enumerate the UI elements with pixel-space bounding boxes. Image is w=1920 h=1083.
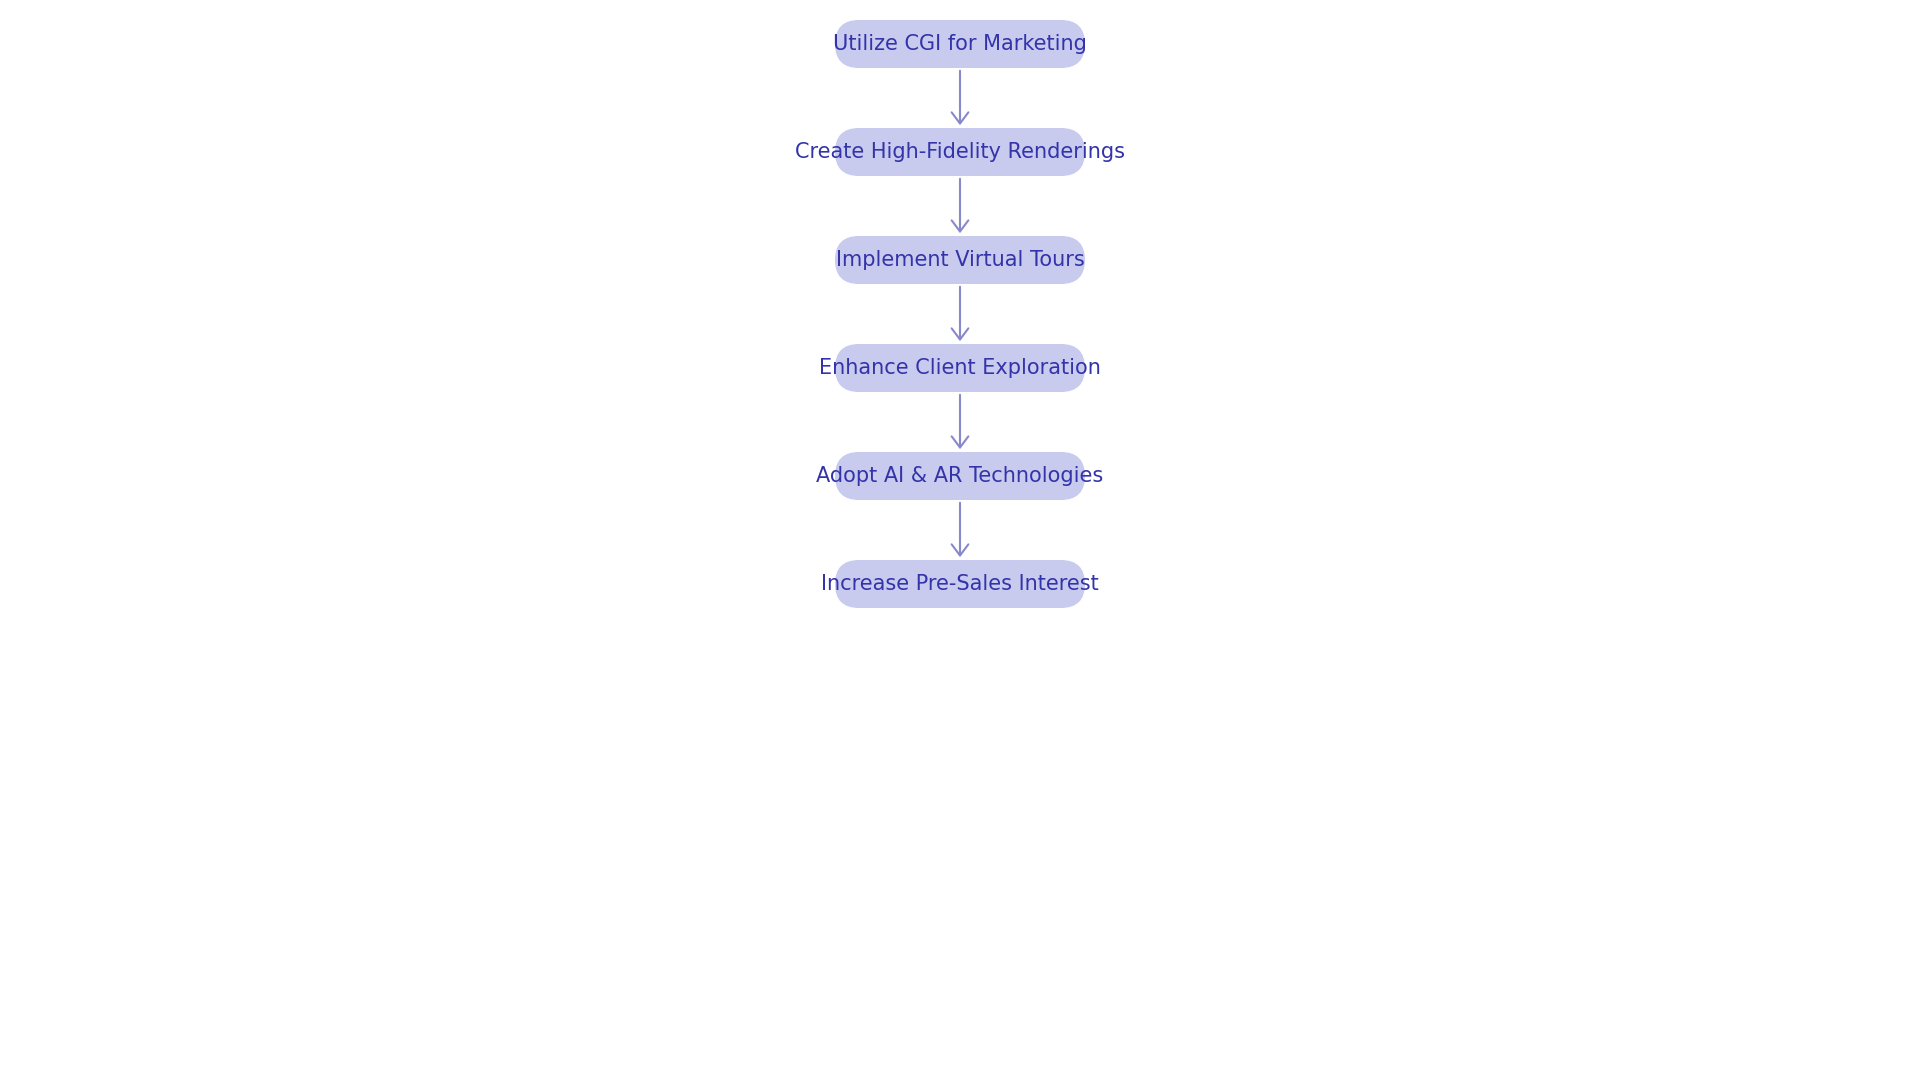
- FancyBboxPatch shape: [835, 19, 1085, 68]
- FancyBboxPatch shape: [835, 560, 1085, 608]
- Text: Enhance Client Exploration: Enhance Client Exploration: [820, 358, 1100, 378]
- FancyBboxPatch shape: [835, 236, 1085, 284]
- Text: Increase Pre-Sales Interest: Increase Pre-Sales Interest: [822, 574, 1098, 593]
- Text: Adopt AI & AR Technologies: Adopt AI & AR Technologies: [816, 466, 1104, 486]
- FancyBboxPatch shape: [835, 128, 1085, 177]
- FancyBboxPatch shape: [835, 452, 1085, 500]
- FancyBboxPatch shape: [835, 344, 1085, 392]
- Text: Utilize CGI for Marketing: Utilize CGI for Marketing: [833, 34, 1087, 54]
- Text: Create High-Fidelity Renderings: Create High-Fidelity Renderings: [795, 142, 1125, 162]
- Text: Implement Virtual Tours: Implement Virtual Tours: [835, 250, 1085, 270]
